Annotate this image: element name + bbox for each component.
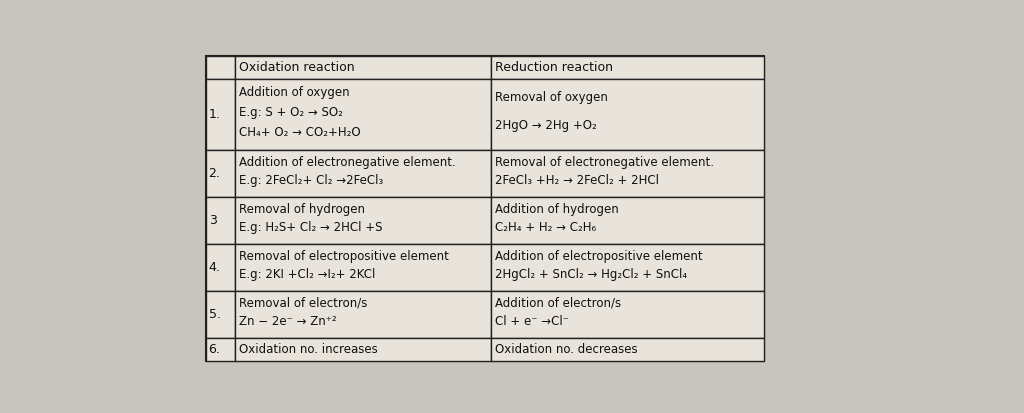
Bar <box>206 56 234 79</box>
Text: 3: 3 <box>209 214 216 227</box>
Text: 6.: 6. <box>209 343 220 356</box>
Text: 2HgCl₂ + SnCl₂ → Hg₂Cl₂ + SnCl₄: 2HgCl₂ + SnCl₂ → Hg₂Cl₂ + SnCl₄ <box>495 268 687 281</box>
Bar <box>206 197 234 244</box>
Text: 2HgO → 2Hg +O₂: 2HgO → 2Hg +O₂ <box>495 119 596 132</box>
Text: 5.: 5. <box>209 308 220 321</box>
Bar <box>234 79 490 150</box>
Text: E.g: H₂S+ Cl₂ → 2HCl +S: E.g: H₂S+ Cl₂ → 2HCl +S <box>239 221 382 234</box>
Text: 4.: 4. <box>209 261 220 274</box>
Text: Removal of electropositive element: Removal of electropositive element <box>239 249 449 263</box>
Text: Addition of oxygen: Addition of oxygen <box>239 86 349 99</box>
Text: Oxidation no. decreases: Oxidation no. decreases <box>495 343 637 356</box>
Bar <box>490 150 764 197</box>
Text: E.g: S + O₂ → SO₂: E.g: S + O₂ → SO₂ <box>239 106 343 119</box>
Text: E.g: 2FeCl₂+ Cl₂ →2FeCl₃: E.g: 2FeCl₂+ Cl₂ →2FeCl₃ <box>239 174 383 188</box>
Text: Addition of electron/s: Addition of electron/s <box>495 297 621 310</box>
Bar <box>206 79 234 150</box>
Text: Zn − 2e⁻ → Zn⁺²: Zn − 2e⁻ → Zn⁺² <box>239 316 337 328</box>
Text: 1.: 1. <box>209 108 220 121</box>
Text: 2FeCl₃ +H₂ → 2FeCl₂ + 2HCl: 2FeCl₃ +H₂ → 2FeCl₂ + 2HCl <box>495 174 658 188</box>
Bar <box>206 291 234 338</box>
Bar <box>490 338 764 361</box>
Text: Removal of electron/s: Removal of electron/s <box>239 297 368 310</box>
Bar <box>490 244 764 291</box>
Bar <box>234 56 490 79</box>
Bar <box>206 338 234 361</box>
Text: Removal of electronegative element.: Removal of electronegative element. <box>495 156 714 169</box>
Text: Cl + e⁻ →Cl⁻: Cl + e⁻ →Cl⁻ <box>495 316 568 328</box>
Text: Removal of oxygen: Removal of oxygen <box>495 91 607 104</box>
Text: 2.: 2. <box>209 167 220 180</box>
Bar <box>206 244 234 291</box>
Text: Removal of hydrogen: Removal of hydrogen <box>239 202 365 216</box>
Text: C₂H₄ + H₂ → C₂H₆: C₂H₄ + H₂ → C₂H₆ <box>495 221 596 234</box>
Bar <box>234 244 490 291</box>
Bar <box>206 56 764 361</box>
Bar <box>490 197 764 244</box>
Bar <box>234 197 490 244</box>
Bar <box>234 291 490 338</box>
Bar <box>490 56 764 79</box>
Bar <box>490 291 764 338</box>
Text: CH₄+ O₂ → CO₂+H₂O: CH₄+ O₂ → CO₂+H₂O <box>239 126 360 139</box>
Text: E.g: 2KI +Cl₂ →I₂+ 2KCl: E.g: 2KI +Cl₂ →I₂+ 2KCl <box>239 268 375 281</box>
Text: Oxidation no. increases: Oxidation no. increases <box>239 343 378 356</box>
Bar <box>234 150 490 197</box>
Text: Addition of electronegative element.: Addition of electronegative element. <box>239 156 456 169</box>
Text: Reduction reaction: Reduction reaction <box>495 61 612 74</box>
Bar <box>234 338 490 361</box>
Text: Oxidation reaction: Oxidation reaction <box>239 61 354 74</box>
Bar <box>206 150 234 197</box>
Text: Addition of electropositive element: Addition of electropositive element <box>495 249 702 263</box>
Bar <box>490 79 764 150</box>
Text: Addition of hydrogen: Addition of hydrogen <box>495 202 618 216</box>
